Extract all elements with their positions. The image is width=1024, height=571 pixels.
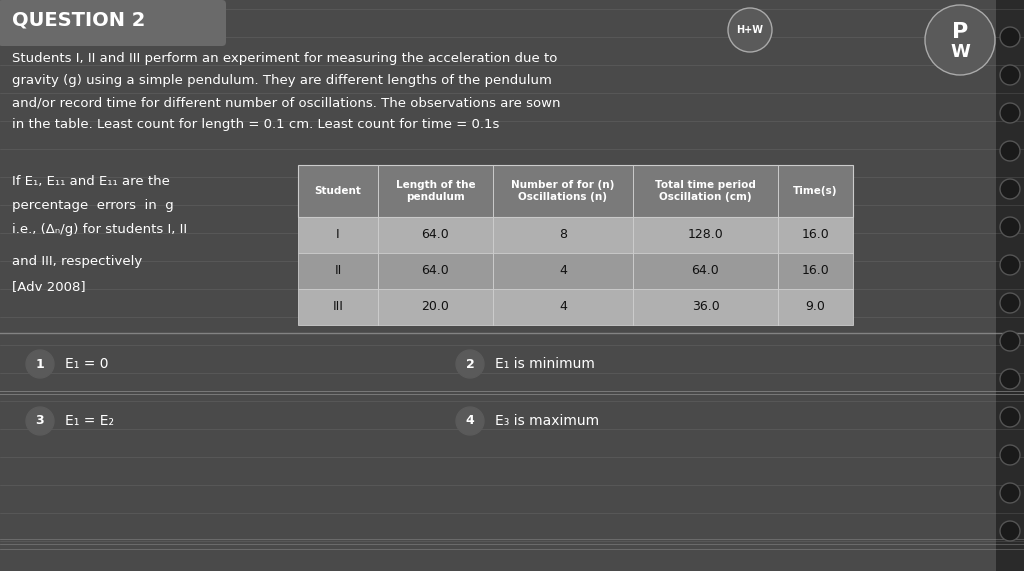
- FancyBboxPatch shape: [298, 217, 853, 253]
- Text: 4: 4: [559, 264, 567, 278]
- Circle shape: [456, 350, 484, 378]
- FancyBboxPatch shape: [996, 0, 1024, 571]
- Text: 16.0: 16.0: [802, 228, 829, 242]
- Circle shape: [26, 407, 54, 435]
- Text: 16.0: 16.0: [802, 264, 829, 278]
- Text: W: W: [950, 43, 970, 61]
- Circle shape: [456, 407, 484, 435]
- Text: Length of the
pendulum: Length of the pendulum: [395, 180, 475, 202]
- Text: 64.0: 64.0: [422, 264, 450, 278]
- Text: E₁ is minimum: E₁ is minimum: [495, 357, 595, 371]
- Text: II: II: [335, 264, 342, 278]
- Text: and/or record time for different number of oscillations. The observations are so: and/or record time for different number …: [12, 96, 560, 109]
- Text: 4: 4: [559, 300, 567, 313]
- FancyBboxPatch shape: [298, 289, 853, 325]
- Circle shape: [1000, 331, 1020, 351]
- Text: H+W: H+W: [736, 25, 764, 35]
- Text: gravity (g) using a simple pendulum. They are different lengths of the pendulum: gravity (g) using a simple pendulum. The…: [12, 74, 552, 87]
- Text: 20.0: 20.0: [422, 300, 450, 313]
- Text: i.e., (Δₙ/g) for students I, II: i.e., (Δₙ/g) for students I, II: [12, 223, 187, 236]
- Text: Students I, II and III perform an experiment for measuring the acceleration due : Students I, II and III perform an experi…: [12, 52, 557, 65]
- Circle shape: [1000, 179, 1020, 199]
- Text: E₁ = 0: E₁ = 0: [65, 357, 109, 371]
- Text: 2: 2: [466, 357, 474, 371]
- Text: If E₁, E₁₁ and E₁₁ are the: If E₁, E₁₁ and E₁₁ are the: [12, 175, 170, 188]
- Circle shape: [1000, 521, 1020, 541]
- Text: I: I: [336, 228, 340, 242]
- Text: 128.0: 128.0: [688, 228, 723, 242]
- Circle shape: [1000, 217, 1020, 237]
- Text: Total time period
Oscillation (cm): Total time period Oscillation (cm): [655, 180, 756, 202]
- Text: 9.0: 9.0: [806, 300, 825, 313]
- FancyBboxPatch shape: [298, 165, 853, 217]
- Circle shape: [1000, 141, 1020, 161]
- Text: E₃ is maximum: E₃ is maximum: [495, 414, 599, 428]
- Circle shape: [1000, 407, 1020, 427]
- Text: 64.0: 64.0: [422, 228, 450, 242]
- Circle shape: [1000, 255, 1020, 275]
- Text: 3: 3: [36, 415, 44, 428]
- Text: 1: 1: [36, 357, 44, 371]
- FancyBboxPatch shape: [0, 0, 226, 46]
- Text: P: P: [952, 22, 968, 42]
- Text: 8: 8: [559, 228, 567, 242]
- Circle shape: [1000, 293, 1020, 313]
- Text: 64.0: 64.0: [691, 264, 720, 278]
- Text: Number of for (n)
Oscillations (n): Number of for (n) Oscillations (n): [511, 180, 614, 202]
- Text: [Adv 2008]: [Adv 2008]: [12, 280, 86, 293]
- Text: 4: 4: [466, 415, 474, 428]
- Text: and III, respectively: and III, respectively: [12, 255, 142, 268]
- Circle shape: [728, 8, 772, 52]
- Text: QUESTION 2: QUESTION 2: [12, 10, 145, 30]
- Circle shape: [26, 350, 54, 378]
- Circle shape: [1000, 445, 1020, 465]
- Circle shape: [1000, 103, 1020, 123]
- Text: E₁ = E₂: E₁ = E₂: [65, 414, 114, 428]
- Text: 36.0: 36.0: [691, 300, 720, 313]
- Circle shape: [925, 5, 995, 75]
- Circle shape: [1000, 65, 1020, 85]
- Circle shape: [1000, 483, 1020, 503]
- Circle shape: [1000, 27, 1020, 47]
- Circle shape: [1000, 369, 1020, 389]
- Text: in the table. Least count for length = 0.1 cm. Least count for time = 0.1s: in the table. Least count for length = 0…: [12, 118, 500, 131]
- FancyBboxPatch shape: [298, 253, 853, 289]
- Text: Student: Student: [314, 186, 361, 196]
- Text: III: III: [333, 300, 343, 313]
- Text: Time(s): Time(s): [794, 186, 838, 196]
- Text: percentage  errors  in  g: percentage errors in g: [12, 199, 174, 212]
